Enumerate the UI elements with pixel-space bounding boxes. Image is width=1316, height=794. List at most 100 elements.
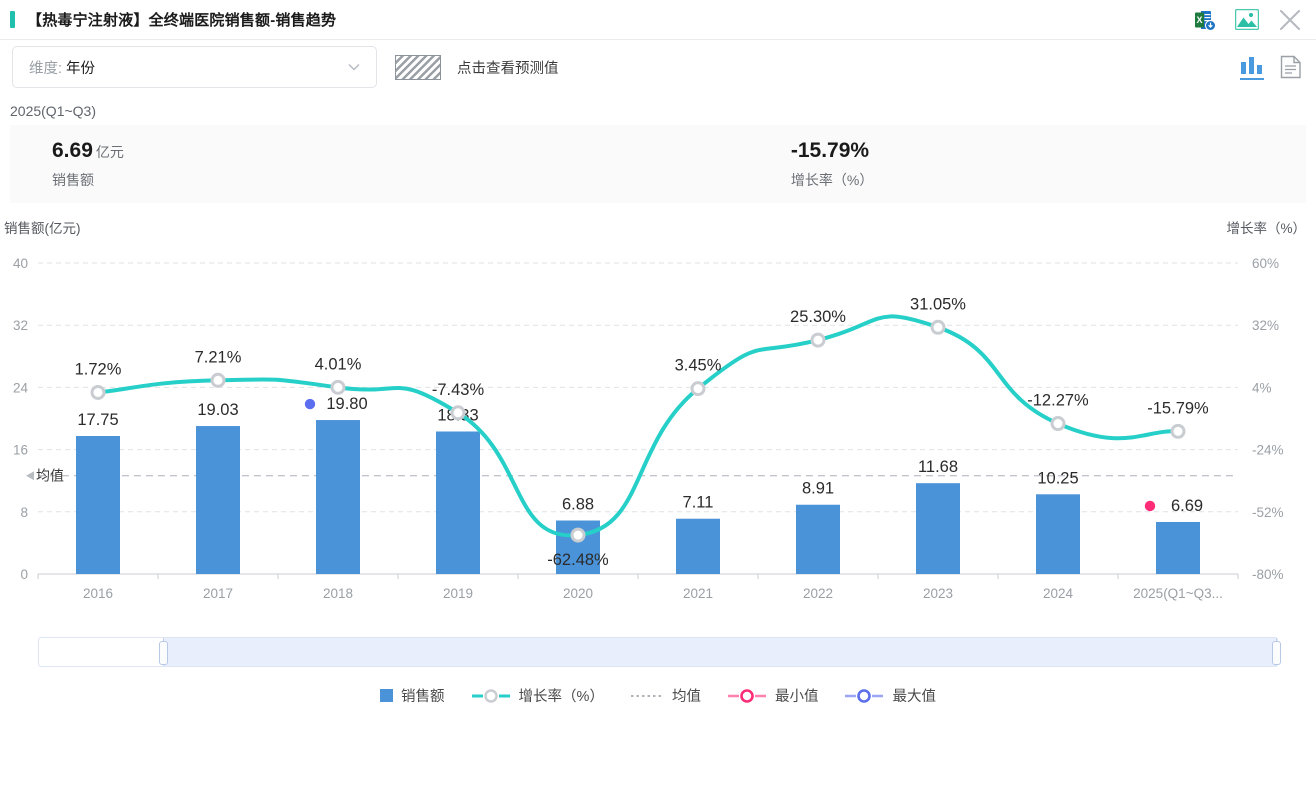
forecast-label: 点击查看预测值: [457, 60, 559, 77]
x-axis-tick-label: 2025(Q1~Q3...: [1133, 586, 1223, 601]
x-axis-tick-label: 2017: [203, 586, 233, 601]
legend-item-sales[interactable]: 销售额: [380, 685, 445, 706]
legend-item-max[interactable]: 最大值: [844, 685, 936, 706]
legend-item-growth[interactable]: 增长率（%）: [471, 685, 604, 706]
x-axis-tick-label: 2018: [323, 586, 353, 601]
svg-text:X: X: [1196, 15, 1202, 25]
kpi-sales-name: 销售额: [52, 171, 94, 188]
close-icon[interactable]: [1278, 8, 1302, 32]
growth-rate-point[interactable]: [450, 405, 466, 421]
bar-value-label: 11.68: [918, 458, 958, 476]
page-title: 【热毒宁注射液】全终端医院销售额-销售趋势: [27, 12, 337, 29]
growth-rate-label: 3.45%: [675, 357, 722, 375]
growth-rate-point[interactable]: [570, 527, 586, 543]
x-axis-tick-label: 2022: [803, 586, 833, 601]
growth-rate-label: 7.21%: [195, 348, 242, 366]
titlebar-actions: X: [1194, 8, 1302, 32]
kpi-growth-value: -15.79%: [790, 138, 870, 162]
chart-svg[interactable]: 0 8 16 24 32 40 -80% -52% -24% 4% 32% 60% 均值 17.75 19.…: [0, 241, 1316, 637]
growth-rate-point[interactable]: [1170, 423, 1186, 439]
kpi-period: 2025(Q1~Q3): [10, 103, 96, 119]
bar-sales[interactable]: [436, 431, 480, 574]
mean-line-label: 均值: [36, 468, 64, 484]
chart-toolbar: 维度: 年份 点击查看预测值: [0, 40, 1316, 94]
growth-rate-point[interactable]: [330, 379, 346, 395]
growth-rate-label: 4.01%: [315, 355, 362, 373]
legend-label-sales: 销售额: [401, 689, 445, 705]
y-axis-right-title: 增长率（%）: [1226, 221, 1306, 236]
datazoom-handle-end[interactable]: [1272, 641, 1281, 665]
forecast-toggle[interactable]: 点击查看预测值: [395, 54, 559, 80]
legend-label-min: 最小值: [774, 689, 819, 705]
bar-sales[interactable]: [796, 504, 840, 574]
x-axis-tick-label: 2016: [83, 586, 113, 601]
growth-rate-label: -62.48%: [547, 551, 609, 569]
bar-sales[interactable]: [676, 518, 720, 574]
y-axis-left-title: 销售额(亿元): [4, 221, 81, 236]
growth-rate-label: -15.79%: [1147, 399, 1209, 417]
growth-rate-label: 25.30%: [790, 308, 846, 326]
x-axis-tick-label: 2024: [1043, 586, 1074, 601]
bar-sales[interactable]: [1036, 494, 1080, 574]
export-image-icon[interactable]: [1235, 9, 1259, 30]
kpi-panel: 6.69 亿元 销售额 -15.79% 增长率（%）: [10, 125, 1306, 203]
growth-rate-label: 1.72%: [75, 360, 122, 378]
legend-min-circle-icon: [727, 688, 767, 703]
bar-sales[interactable]: [916, 483, 960, 574]
kpi-card-sales: 6.69 亿元 销售额: [10, 139, 124, 190]
bar-value-label: 8.91: [802, 480, 834, 498]
legend-square-icon: [380, 689, 394, 702]
table-view-icon[interactable]: [1280, 55, 1302, 79]
x-axis-tick-label: 2020: [563, 586, 593, 601]
chevron-down-icon[interactable]: [346, 59, 362, 75]
kpi-sales-value-row: 6.69 亿元: [52, 139, 124, 163]
y-axis-right-tick: -52%: [1252, 505, 1284, 520]
x-axis-tick-label: 2023: [923, 586, 953, 601]
growth-rate-label: 31.05%: [910, 295, 966, 313]
legend-item-mean[interactable]: 均值: [630, 685, 701, 706]
y-axis-left-tick: 24: [13, 380, 29, 395]
legend-label-mean: 均值: [671, 689, 701, 705]
growth-rate-point[interactable]: [690, 381, 706, 397]
bar-sales[interactable]: [1156, 521, 1200, 574]
growth-rate-line[interactable]: [96, 314, 1180, 538]
kpi-sales-unit: 亿元: [95, 143, 124, 160]
growth-rate-point[interactable]: [810, 332, 826, 348]
legend-line-circle-icon: [471, 688, 511, 703]
view-switcher: [1240, 55, 1302, 80]
y-axis-right-tick: 60%: [1252, 256, 1279, 271]
dimension-select[interactable]: 维度: 年份: [12, 46, 377, 88]
chart-view-icon[interactable]: [1240, 56, 1264, 80]
dimension-label: 维度:: [29, 60, 63, 77]
bar-value-label: 17.75: [77, 411, 118, 429]
legend-max-circle-icon: [844, 688, 884, 703]
legend-item-min[interactable]: 最小值: [727, 685, 819, 706]
title-accent-bar: [10, 11, 15, 28]
datazoom-slider[interactable]: [38, 637, 1281, 667]
y-axis-left-tick: 16: [13, 443, 28, 458]
y-axis-left-tick: 40: [13, 256, 28, 271]
bar-value-label: 7.11: [683, 494, 714, 512]
datazoom-selected-range[interactable]: [162, 638, 1277, 666]
min-value-marker-icon: [1144, 500, 1156, 512]
growth-rate-point[interactable]: [90, 384, 106, 400]
export-excel-icon[interactable]: X: [1194, 9, 1216, 31]
bar-sales[interactable]: [316, 420, 360, 574]
legend-label-growth: 增长率（%）: [518, 689, 604, 705]
chart-area: 销售额(亿元) 增长率（%） 0 8 16 24 32 40 -80% -52% -24% 4% 3…: [0, 217, 1316, 637]
growth-rate-point[interactable]: [1050, 416, 1066, 432]
datazoom-handle-start[interactable]: [158, 641, 168, 665]
kpi-sales-value: 6.69: [52, 138, 93, 162]
chart-view-active-underline: [1240, 78, 1264, 80]
kpi-growth-name: 增长率（%）: [790, 171, 874, 188]
forecast-pattern-swatch: [395, 54, 441, 80]
growth-rate-point[interactable]: [210, 372, 226, 388]
growth-rate-point[interactable]: [930, 319, 946, 335]
bar-sales[interactable]: [76, 435, 120, 574]
x-axis-tick-label: 2019: [443, 586, 473, 601]
legend-label-max: 最大值: [892, 689, 936, 705]
bar-sales[interactable]: [196, 426, 240, 574]
y-axis-right-tick: -80%: [1252, 567, 1284, 582]
mean-marker-arrow-icon: [26, 471, 34, 481]
y-axis-right-tick: -24%: [1252, 443, 1284, 458]
